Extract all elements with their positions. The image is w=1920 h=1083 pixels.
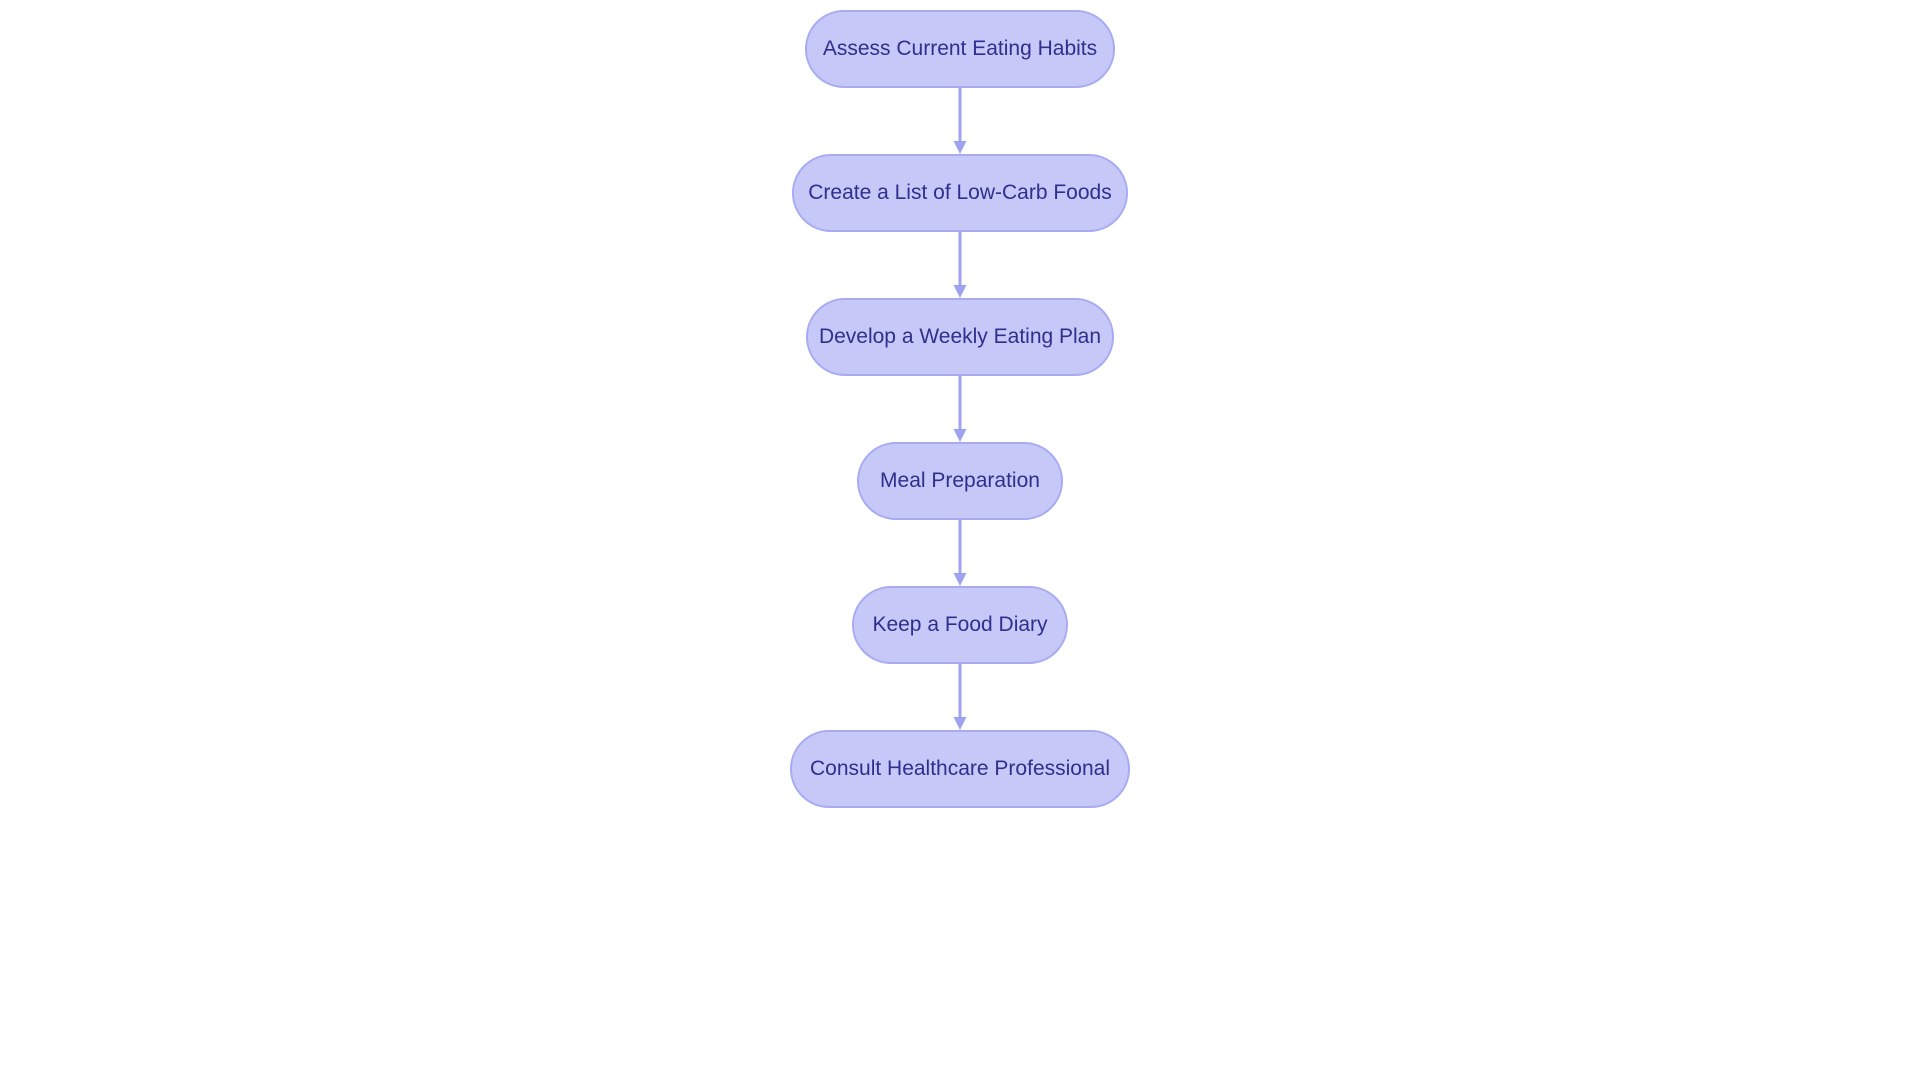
flowchart-node: Meal Preparation <box>857 442 1063 520</box>
node-label: Keep a Food Diary <box>872 613 1047 637</box>
node-label: Consult Healthcare Professional <box>810 757 1110 781</box>
flowchart-arrow <box>945 664 975 730</box>
node-label: Meal Preparation <box>880 469 1040 493</box>
flowchart-node: Keep a Food Diary <box>852 586 1068 664</box>
node-label: Assess Current Eating Habits <box>823 37 1097 61</box>
flowchart-container: Assess Current Eating Habits Create a Lis… <box>790 10 1130 808</box>
node-label: Develop a Weekly Eating Plan <box>819 325 1101 349</box>
node-label: Create a List of Low-Carb Foods <box>808 181 1111 205</box>
flowchart-arrow <box>945 520 975 586</box>
flowchart-arrow <box>945 88 975 154</box>
flowchart-node: Create a List of Low-Carb Foods <box>792 154 1128 232</box>
flowchart-node: Develop a Weekly Eating Plan <box>806 298 1114 376</box>
flowchart-node: Consult Healthcare Professional <box>790 730 1130 808</box>
flowchart-node: Assess Current Eating Habits <box>805 10 1115 88</box>
flowchart-arrow <box>945 376 975 442</box>
flowchart-arrow <box>945 232 975 298</box>
